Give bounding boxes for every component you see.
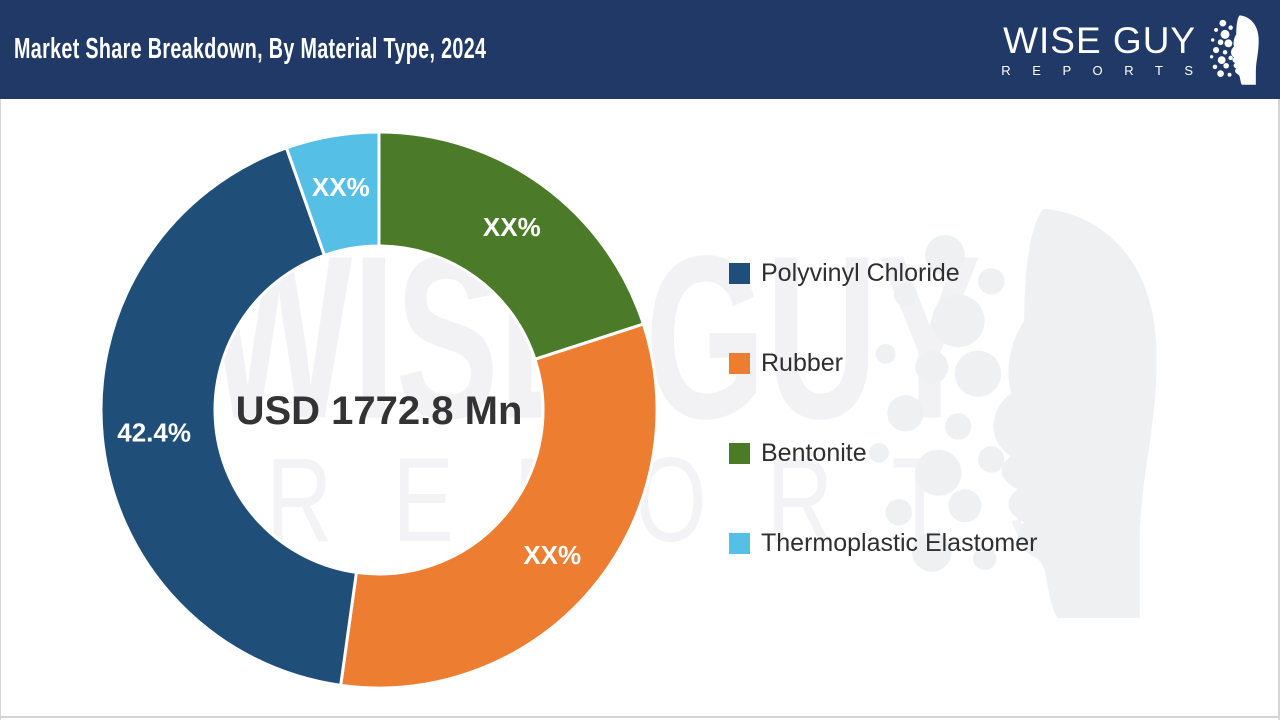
logo-subtitle: R E P O R T S: [1001, 63, 1202, 78]
logo-text: WISE GUY R E P O R T S: [997, 22, 1202, 77]
donut-chart: XX% XX% 42.4% XX% USD 1772.8 Mn: [99, 130, 659, 690]
legend-item-thermoplastic-elastomer: Thermoplastic Elastomer: [729, 528, 1037, 558]
donut-slice-bentonite: [377, 130, 645, 361]
legend-item-polyvinyl-chloride: Polyvinyl Chloride: [729, 258, 1037, 288]
legend-label: Polyvinyl Chloride: [761, 258, 960, 287]
donut-center-value: USD 1772.8 Mn: [236, 389, 523, 433]
slice-label-polyvinyl-chloride: 42.4%: [117, 418, 191, 448]
legend-swatch: [729, 352, 750, 374]
header-bar: Market Share Breakdown, By Material Type…: [0, 0, 1280, 99]
chart-area: WISE GUY REPORTS XX% XX% 42.4% XX% USD 1772.…: [0, 99, 1280, 720]
legend-label: Thermoplastic Elastomer: [761, 528, 1038, 557]
slice-label-bentonite: XX%: [483, 212, 541, 242]
legend-item-rubber: Rubber: [729, 348, 1037, 378]
legend-item-bentonite: Bentonite: [729, 438, 1037, 468]
chart-legend: Polyvinyl Chloride Rubber Bentonite Thermop…: [729, 258, 1037, 558]
donut-slice-thermoplastic-elastomer: [284, 130, 381, 257]
legend-swatch: [729, 262, 750, 284]
legend-swatch: [729, 442, 750, 464]
page-title: Market Share Breakdown, By Material Type…: [14, 33, 487, 65]
logo-head-icon: [1209, 15, 1259, 85]
legend-label: Bentonite: [761, 438, 867, 467]
donut-slice-rubber: [339, 322, 659, 690]
legend-swatch: [729, 532, 750, 554]
slice-label-thermoplastic-elastomer: XX%: [312, 172, 370, 202]
logo-wordmark: WISE GUY: [1003, 20, 1197, 61]
donut-slice-polyvinyl-chloride: [99, 146, 358, 687]
wiseguy-logo: WISE GUY R E P O R T S: [997, 12, 1262, 87]
bottom-border: [1, 716, 1278, 718]
slice-label-rubber: XX%: [523, 540, 581, 570]
legend-label: Rubber: [761, 348, 843, 377]
